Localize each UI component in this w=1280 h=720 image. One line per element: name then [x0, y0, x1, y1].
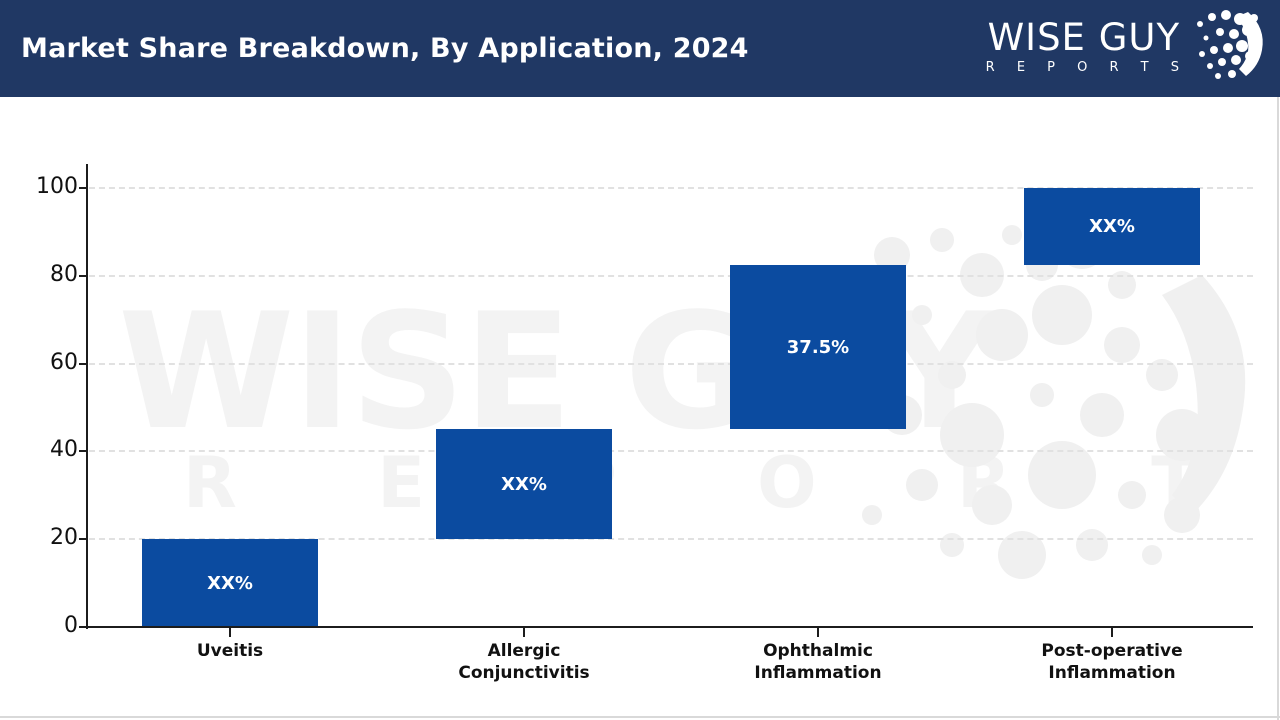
bottom-border [0, 716, 1280, 718]
y-tick-label-0: 0 [64, 613, 78, 638]
right-border [1277, 97, 1279, 720]
page-title: Market Share Breakdown, By Application, … [21, 33, 749, 64]
bar-value-label-ophthalmic-inflammation: 37.5% [786, 336, 850, 358]
y-axis-spine [86, 164, 88, 629]
bar-post-operative-inflammation: XX% [1024, 188, 1200, 265]
y-tick-label-100: 100 [36, 174, 78, 199]
x-axis-spine [86, 626, 1253, 628]
bar-uveitis: XX% [142, 539, 318, 627]
y-tick-mark-60 [79, 363, 88, 365]
gridline-100 [89, 187, 1253, 189]
header-bar: Market Share Breakdown, By Application, … [0, 0, 1280, 97]
gridline-40 [89, 450, 1253, 452]
gridline-60 [89, 363, 1253, 365]
x-tick-mark-uveitis [229, 628, 231, 637]
x-tick-mark-ophthalmic-inflammation [817, 628, 819, 637]
y-tick-label-20: 20 [50, 525, 78, 550]
y-tick-label-60: 60 [50, 350, 78, 375]
y-tick-label-40: 40 [50, 437, 78, 462]
y-tick-mark-0 [79, 626, 88, 628]
brand-logo: WISE GUY R E P O R T S [980, 8, 1266, 86]
brand-name-text: WISE GUY [987, 16, 1181, 60]
x-category-label-allergic-conjunctivitis: Allergic Conjunctivitis [458, 641, 590, 684]
brand-wordmark: WISE GUY R E P O R T S [980, 16, 1188, 75]
bar-value-label-allergic-conjunctivitis: XX% [501, 473, 547, 495]
brand-sub-text: R E P O R T S [985, 59, 1188, 75]
x-category-label-ophthalmic-inflammation: Ophthalmic Inflammation [754, 641, 882, 684]
y-tick-mark-40 [79, 450, 88, 452]
brand-head-icon [1197, 10, 1263, 79]
bar-ophthalmic-inflammation: 37.5% [730, 265, 906, 429]
watermark-reports-text: R E P O R T S [183, 442, 1280, 524]
gridline-80 [89, 275, 1253, 277]
y-tick-mark-20 [79, 538, 88, 540]
x-tick-mark-post-operative-inflammation [1111, 628, 1113, 637]
bar-value-label-uveitis: XX% [207, 572, 253, 594]
x-tick-mark-allergic-conjunctivitis [523, 628, 525, 637]
x-category-label-uveitis: Uveitis [196, 641, 264, 661]
y-tick-mark-100 [79, 187, 88, 189]
y-tick-mark-80 [79, 275, 88, 277]
x-category-label-post-operative-inflammation: Post-operative Inflammation [1041, 641, 1183, 684]
bar-value-label-post-operative-inflammation: XX% [1089, 216, 1135, 237]
y-tick-label-80: 80 [50, 262, 78, 287]
watermark-head-dots [862, 221, 1246, 579]
gridline-20 [89, 538, 1253, 540]
bar-allergic-conjunctivitis: XX% [436, 429, 612, 539]
